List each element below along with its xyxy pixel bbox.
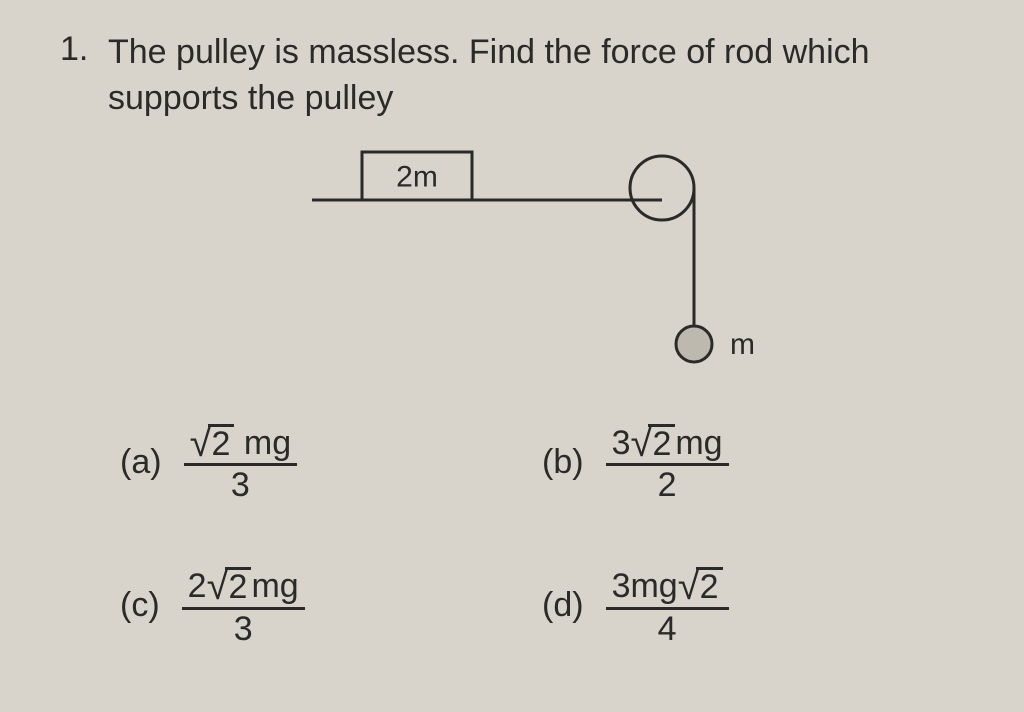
option-d-num-pre: 3mg bbox=[612, 567, 678, 605]
options-grid: (a) √2 mg 3 (b) 3√2mg 2 (c) 2√2mg bbox=[60, 421, 964, 648]
option-b-label: (b) bbox=[542, 443, 584, 482]
question-text: The pulley is massless. Find the force o… bbox=[108, 30, 964, 122]
option-b-fraction: 3√2mg 2 bbox=[606, 421, 729, 504]
option-d-numerator: 3mg√2 bbox=[606, 564, 729, 610]
sqrt-icon: √2 bbox=[190, 421, 235, 461]
option-b-num-pre: 3 bbox=[612, 424, 631, 462]
option-c-denominator: 3 bbox=[234, 610, 253, 648]
option-b-numerator: 3√2mg bbox=[606, 421, 729, 467]
option-a-fraction: √2 mg 3 bbox=[184, 421, 298, 504]
option-c: (c) 2√2mg 3 bbox=[120, 564, 482, 647]
sqrt-icon: √2 bbox=[630, 421, 675, 461]
sqrt-icon: √2 bbox=[678, 564, 723, 604]
option-c-numerator: 2√2mg bbox=[182, 564, 305, 610]
option-b-num-post: mg bbox=[675, 424, 722, 462]
question-number: 1. bbox=[60, 30, 90, 69]
option-d: (d) 3mg√2 4 bbox=[542, 564, 904, 647]
option-a-label: (a) bbox=[120, 443, 162, 482]
option-b-denominator: 2 bbox=[658, 466, 677, 504]
option-d-denominator: 4 bbox=[658, 610, 677, 648]
option-d-fraction: 3mg√2 4 bbox=[606, 564, 729, 647]
option-c-num-post: mg bbox=[251, 567, 298, 605]
option-d-label: (d) bbox=[542, 586, 584, 625]
svg-text:m: m bbox=[730, 328, 755, 361]
option-a-numerator: √2 mg bbox=[184, 421, 298, 467]
option-c-num-pre: 2 bbox=[188, 567, 207, 605]
option-a-num-post: mg bbox=[234, 424, 291, 462]
option-b: (b) 3√2mg 2 bbox=[542, 421, 904, 504]
pulley-diagram: 2m m bbox=[252, 130, 772, 390]
option-a: (a) √2 mg 3 bbox=[120, 421, 482, 504]
option-c-label: (c) bbox=[120, 586, 160, 625]
option-b-radicand: 2 bbox=[648, 424, 675, 461]
page: 1. The pulley is massless. Find the forc… bbox=[0, 0, 1024, 678]
option-c-fraction: 2√2mg 3 bbox=[182, 564, 305, 647]
sqrt-icon: √2 bbox=[207, 564, 252, 604]
svg-text:2m: 2m bbox=[396, 160, 438, 193]
diagram-container: 2m m bbox=[60, 130, 964, 395]
question-row: 1. The pulley is massless. Find the forc… bbox=[60, 30, 964, 122]
option-a-denominator: 3 bbox=[231, 466, 250, 504]
